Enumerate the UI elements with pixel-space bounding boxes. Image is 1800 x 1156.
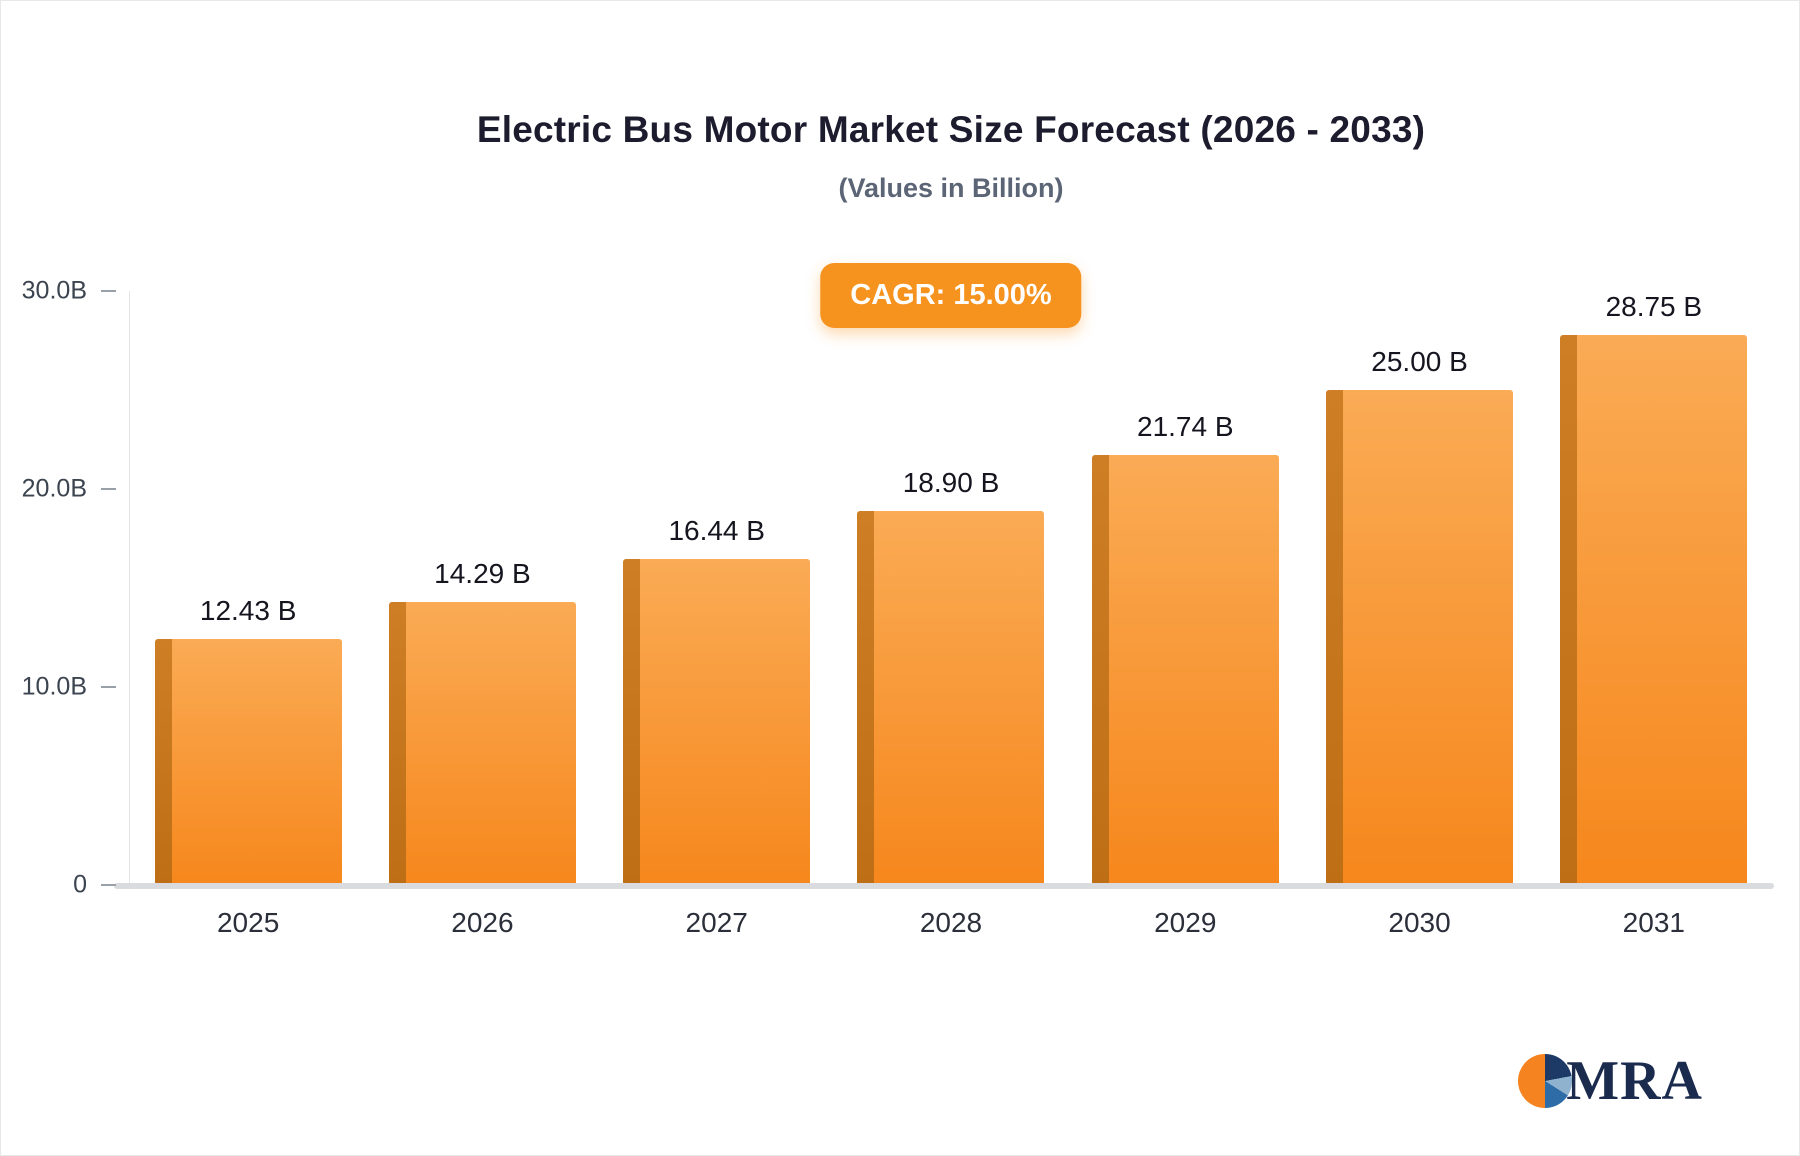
x-axis-label: 2025	[216, 907, 280, 938]
bar-group: 25.00 B	[1302, 291, 1536, 885]
x-axis-label: 2026	[451, 907, 514, 938]
bar-value-label: 14.29 B	[434, 558, 531, 589]
bar-group: 21.74 B	[1068, 291, 1302, 885]
bar-value-label: 21.74 B	[1137, 411, 1234, 442]
x-axis-label: 2027	[685, 907, 748, 938]
y-axis-line	[129, 291, 130, 885]
x-axis-baseline	[114, 883, 1774, 889]
chart-header: Electric Bus Motor Market Size Forecast …	[131, 109, 1771, 204]
chart-title: Electric Bus Motor Market Size Forecast …	[476, 109, 1426, 150]
brand-logo: MRA	[1518, 1049, 1703, 1113]
bar-face	[405, 602, 576, 885]
y-axis-tick-label: 20.0B	[21, 474, 87, 503]
y-axis-tick-mark	[101, 488, 116, 490]
y-axis-tick-label: 30.0B	[21, 276, 87, 305]
plot-area: 12.43 B 14.29 B 16.44 B 18.90 B 21.74 B 25.00…	[131, 291, 1771, 885]
chart-subtitle: (Values in Billion)	[838, 173, 1064, 203]
bar-side-shade	[154, 639, 172, 885]
x-axis-label: 2028	[919, 907, 983, 938]
bar-value-label: 28.75 B	[1605, 291, 1703, 322]
y-axis-tick-label: 0	[73, 870, 87, 899]
bar-group: 12.43 B	[131, 291, 365, 885]
x-axis-labels: 2025 2026 2027 2028 2029 2030 2031	[131, 907, 1771, 939]
y-axis-tick-label: 10.0B	[21, 672, 87, 701]
y-axis-tick-mark	[101, 884, 116, 886]
x-axis-label: 2030	[1388, 907, 1451, 938]
bar	[1326, 390, 1514, 885]
brand-logo-text: MRA	[1566, 1050, 1703, 1112]
bar-value-label: 16.44 B	[668, 515, 765, 546]
y-axis-tick-mark	[101, 686, 116, 688]
bar-side-shade	[857, 511, 875, 885]
bar-face	[874, 511, 1045, 885]
cagr-badge: CAGR: 15.00%	[820, 263, 1082, 328]
bar-face	[1577, 335, 1748, 885]
bar-group: 14.29 B	[365, 291, 599, 885]
bar-side-shade	[1326, 390, 1344, 885]
bar-side-shade	[1560, 335, 1578, 885]
x-axis-label: 2029	[1154, 907, 1217, 938]
bar-group: 16.44 B	[600, 291, 834, 885]
bar	[1091, 455, 1279, 885]
bar-side-shade	[388, 602, 406, 885]
bar-value-label: 12.43 B	[199, 595, 297, 626]
y-axis-tick-mark	[101, 290, 116, 292]
bar-group: 18.90 B	[834, 291, 1068, 885]
bar-value-label: 18.90 B	[902, 467, 1000, 498]
bar-side-shade	[623, 559, 641, 885]
bar-group: 28.75 B	[1537, 291, 1771, 885]
pie-logo-icon	[1518, 1054, 1573, 1108]
bar	[857, 511, 1045, 885]
bar	[154, 639, 342, 885]
bar	[1560, 335, 1748, 885]
plot-wrap: 12.43 B 14.29 B 16.44 B 18.90 B 21.74 B 25.00…	[131, 291, 1771, 885]
bar-face	[640, 559, 811, 885]
bar-value-label: 25.00 B	[1371, 346, 1468, 377]
bar-face	[1343, 390, 1514, 885]
bar-face	[1108, 455, 1279, 885]
bar	[388, 602, 576, 885]
x-axis-label: 2031	[1622, 907, 1685, 938]
bar-face	[171, 639, 342, 885]
bar	[623, 559, 811, 885]
bar-side-shade	[1091, 455, 1109, 885]
